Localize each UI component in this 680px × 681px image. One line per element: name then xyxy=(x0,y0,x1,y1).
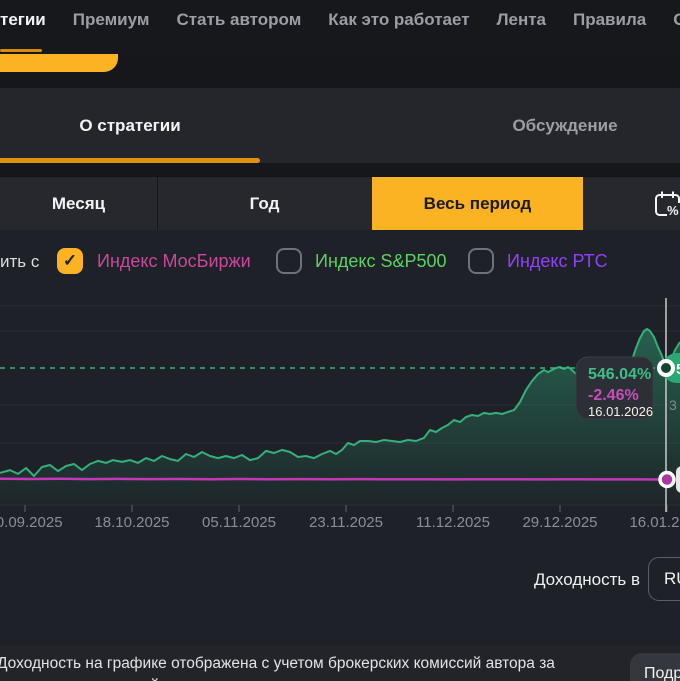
nav-item-about[interactable]: О на xyxy=(673,10,680,29)
sp500-index-label[interactable]: Индекс S&P500 xyxy=(315,251,447,271)
moex-index-label[interactable]: Индекс МосБиржи xyxy=(97,251,251,271)
svg-text:%: % xyxy=(667,203,679,218)
svg-text:18.10.2025: 18.10.2025 xyxy=(94,514,169,531)
current-value-badge-text: 5 xyxy=(676,361,680,378)
period-all-button[interactable]: Весь период xyxy=(372,177,583,230)
details-button[interactable]: Подр xyxy=(630,653,680,681)
index-badge-sliver xyxy=(676,466,680,493)
x-labels: 30.09.2025 18.10.2025 05.11.2025 23.11.2025… xyxy=(0,514,680,531)
nav-item-premium[interactable]: Премиум xyxy=(72,10,150,29)
currency-selector[interactable]: RU xyxy=(648,557,680,601)
nav-item-feed[interactable]: Лента xyxy=(496,10,546,29)
period-custom-button[interactable]: % xyxy=(583,177,680,230)
nav-items: тегии Премиум Стать автором Как это рабо… xyxy=(0,10,680,30)
disclaimer-line-2: совершение операций xyxy=(0,675,597,681)
compare-with-label: ить с xyxy=(0,252,40,271)
tooltip-index-value: -2.46% xyxy=(588,387,639,404)
sp500-checkbox[interactable] xyxy=(276,248,302,274)
rts-checkbox[interactable] xyxy=(468,248,494,274)
nav-item-strategies[interactable]: тегии xyxy=(0,10,46,29)
svg-text:29.12.2025: 29.12.2025 xyxy=(522,514,597,531)
tooltip-strategy-value: 546.04% xyxy=(588,366,651,383)
tab-discussion[interactable]: Обсуждение xyxy=(450,88,680,163)
period-selector: Месяц Год Весь период % xyxy=(0,176,680,231)
nav-item-become-author[interactable]: Стать автором xyxy=(176,10,302,29)
svg-text:11.12.2025: 11.12.2025 xyxy=(416,514,490,531)
moex-checkbox[interactable]: ✓ xyxy=(57,248,83,274)
disclaimer-section: Доходность на графике отображена с учето… xyxy=(0,645,680,681)
index-line xyxy=(0,477,668,481)
active-tab-underline xyxy=(0,158,260,163)
chart-tooltip: 546.04% -2.46% 16.01.2026 xyxy=(575,356,654,420)
returns-in-label: Доходность в xyxy=(533,570,640,589)
rts-index-label[interactable]: Индекс РТС xyxy=(507,251,608,271)
currency-value: RU xyxy=(664,569,680,588)
strategy-marker xyxy=(657,359,675,377)
period-year-button[interactable]: Год xyxy=(249,193,280,213)
svg-text:05.11.2025: 05.11.2025 xyxy=(202,514,276,531)
tabs-card: О стратегии Обсуждение xyxy=(0,88,680,163)
tab-about-label: О стратегии xyxy=(79,115,181,135)
tab-about-strategy[interactable]: О стратегии xyxy=(0,88,260,163)
nav-item-rules[interactable]: Правила xyxy=(573,10,647,29)
tab-discussion-label: Обсуждение xyxy=(512,115,618,135)
disclaimer-line-1: Доходность на графике отображена с учето… xyxy=(0,655,555,672)
compare-row: ить с ✓ Индекс МосБиржи Индекс S&P500 Ин… xyxy=(0,248,680,276)
svg-text:16.01.2026: 16.01.2026 xyxy=(629,514,680,531)
period-month-button[interactable]: Месяц xyxy=(51,193,106,213)
y-axis-partial-tick: 3 xyxy=(669,397,677,413)
index-marker xyxy=(658,470,676,489)
navbar: тегии Премиум Стать автором Как это рабо… xyxy=(0,0,680,54)
nav-item-how-it-works[interactable]: Как это работает xyxy=(328,10,470,29)
calendar-percent-icon: % xyxy=(655,191,680,218)
strategy-area xyxy=(0,329,680,505)
active-nav-underline xyxy=(0,49,42,52)
svg-text:23.11.2025: 23.11.2025 xyxy=(309,514,383,531)
svg-text:30.09.2025: 30.09.2025 xyxy=(0,514,63,531)
performance-card: ить с ✓ Индекс МосБиржи Индекс S&P500 Ин… xyxy=(0,230,680,645)
segment-divider xyxy=(157,177,158,230)
tooltip-date: 16.01.2026 xyxy=(588,404,653,419)
performance-chart-svg[interactable]: 30.09.2025 18.10.2025 05.11.2025 23.11.2025… xyxy=(0,290,680,535)
cta-button-remnant[interactable] xyxy=(0,54,118,72)
disclaimer-text: Доходность на графике отображена с учето… xyxy=(0,653,597,681)
x-ticks xyxy=(24,505,668,512)
